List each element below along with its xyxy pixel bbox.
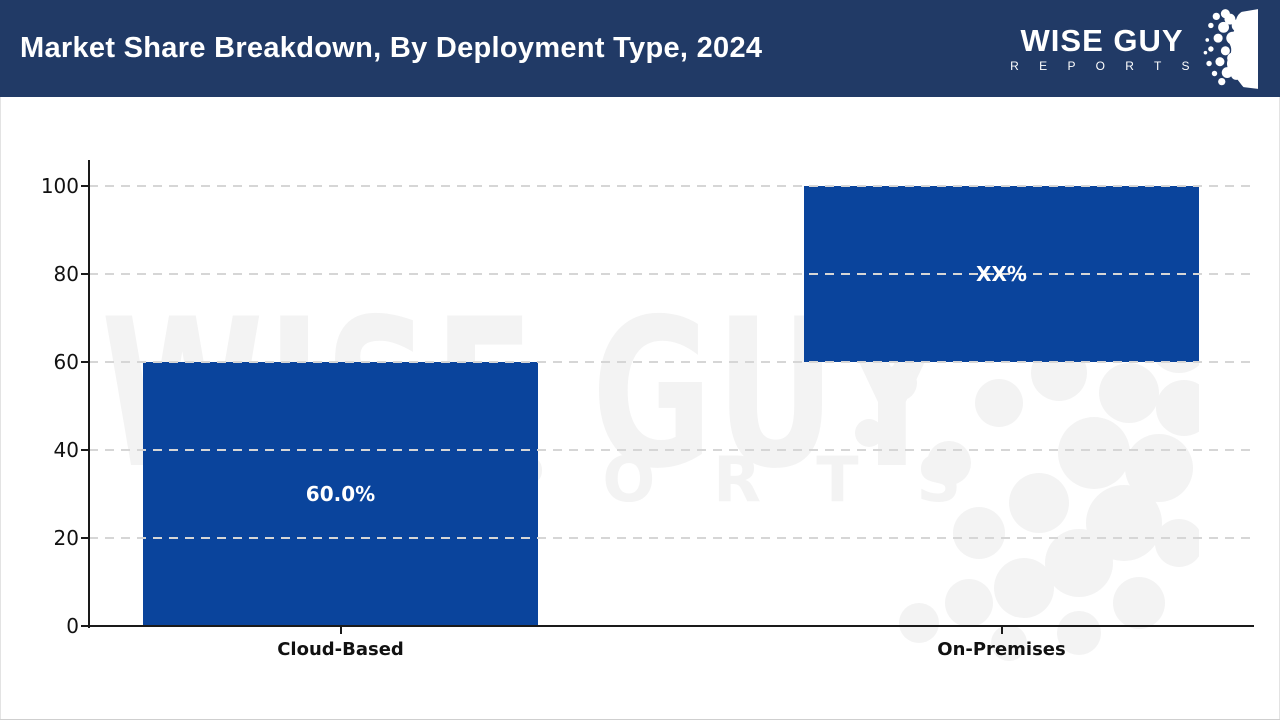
logo-wordmark: WISE GUY R E P O R T S [1006,25,1198,73]
y-tick-label: 20 [53,525,79,550]
logo-subtitle-text: R E P O R T S [1010,58,1198,73]
logo-face-icon [1203,8,1258,89]
y-axis-line [88,160,90,628]
x-tick-mark [339,627,342,634]
x-tick-label: On-Premises [937,639,1066,660]
y-tick-mark [81,360,88,363]
y-tick-mark [81,536,88,539]
chart-plot-area: WISE GUY REPORTS 02040608010060.0%Cloud-… [0,97,1280,719]
y-tick-label: 100 [40,173,79,198]
y-tick-label: 60 [53,349,79,374]
gridline [89,448,1254,451]
x-axis-line [88,625,1254,627]
bar-cloud-based[interactable] [143,361,538,626]
wise-guy-logo: WISE GUY R E P O R T S [1006,7,1258,91]
y-tick-mark [81,184,88,187]
bar-value-label: XX% [976,261,1027,286]
bar-value-label: 60.0% [305,481,376,506]
y-tick-mark [81,448,88,451]
logo-title-text: WISE GUY [1020,22,1184,58]
y-tick-mark [81,625,88,627]
x-tick-mark [1000,627,1003,634]
gridline [89,536,1254,539]
x-tick-label: Cloud-Based [277,639,404,660]
y-tick-label: 0 [66,614,79,638]
gridline [89,184,1254,187]
header-bar: Market Share Breakdown, By Deployment Ty… [0,0,1280,97]
y-tick-label: 40 [53,437,79,462]
gridline [89,360,1254,363]
y-tick-mark [81,272,88,275]
y-tick-label: 80 [53,261,79,286]
gridline [89,272,1254,275]
chart-title: Market Share Breakdown, By Deployment Ty… [20,32,763,64]
